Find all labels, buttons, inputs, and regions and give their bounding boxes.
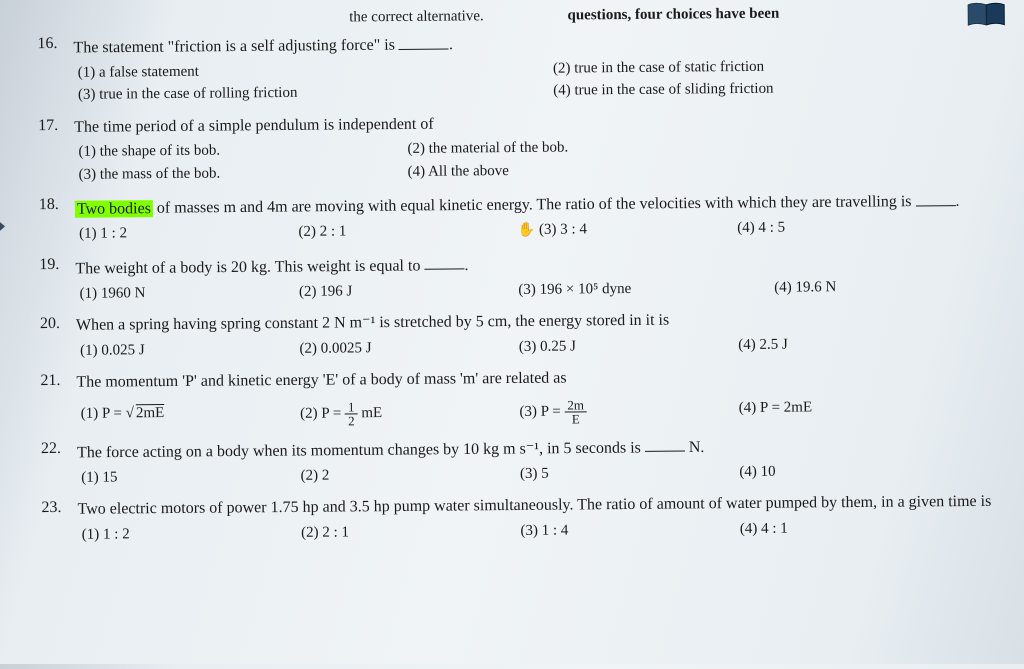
q-number: 19. [39,256,71,274]
q-number: 22. [41,439,73,457]
formula-sqrt: 2mE [134,405,164,421]
question-21: 21. The momentum 'P' and kinetic energy … [40,364,994,430]
option: (2) 0.0025 J [299,336,519,360]
option: (2) 2 : 1 [298,219,518,243]
formula-frac: 12 [345,400,358,427]
q-number: 23. [41,499,73,517]
question-22: 22. The force acting on a body when its … [41,431,995,489]
option: (4) 4 : 1 [740,516,960,540]
question-20: 20. When a spring having spring constant… [40,307,994,362]
option: (4) 2.5 J [738,332,958,356]
option: (3) 196 × 10⁵ dyne [518,277,774,302]
q21-options: (1) P = √2mE (2) P = 12 mE (3) P = 2mE (… [81,394,995,429]
q17-options: (1) the shape of its bob. (2) the materi… [78,133,992,186]
formula-frac: 2mE [564,398,587,425]
option: (1) 1 : 2 [79,221,299,245]
option: (3) P = 2mE [519,397,739,426]
question-23: 23. Two electric motors of power 1.75 hp… [41,491,995,546]
option: (1) the shape of its bob. [78,138,407,163]
option: (4) 4 : 5 [737,215,957,239]
option: (2) 2 [301,463,521,487]
hand-icon: ✋ [518,220,536,241]
option: (2) the material of the bob. [407,137,568,161]
option: (1) 1 : 2 [82,521,302,545]
question-16: 16. The statement "friction is a self ad… [37,27,992,107]
blank-line [915,189,955,207]
option: (4) All the above [408,160,509,183]
header-left: the correct alternative. [349,8,484,25]
option: (3) 0.25 J [519,334,739,358]
blank-line [399,32,449,50]
question-18: 18. Two bodies of masses m and 4m are mo… [39,188,993,246]
option: (3) 5 [520,461,740,485]
option: (4) 19.6 N [774,276,836,299]
option: (1) 15 [81,464,301,488]
q-number: 21. [40,372,72,390]
header-right: questions, four choices have been [567,6,779,24]
page-content: the correct alternative. questions, four… [0,0,1024,566]
option: (3) the mass of the bob. [79,161,408,186]
blank-line [424,252,464,270]
q-number: 17. [38,117,70,135]
option: (4) 10 [739,459,959,483]
highlighted-text: Two bodies [75,200,153,218]
q16-options: (1) a false statement (2) true in the ca… [78,54,992,107]
q-number: 16. [37,35,69,53]
option: (4) true in the case of sliding friction [553,76,992,102]
q-number: 20. [40,315,72,333]
option: (2) P = 12 mE [300,399,520,428]
question-19: 19. The weight of a body is 20 kg. This … [39,248,993,306]
option: (4) P = 2mE [739,395,959,424]
option: (3) true in the case of rolling friction [78,80,517,106]
q-text: The momentum 'P' and kinetic energy 'E' … [76,364,990,394]
option: (1) 1960 N [80,281,300,305]
option: (3) 1 : 4 [520,518,740,542]
question-17: 17. The time period of a simple pendulum… [38,109,993,187]
option: (1) 0.025 J [80,338,300,362]
option: (1) P = √2mE [81,400,301,429]
option: (2) 2 : 1 [301,519,521,543]
header-partial: the correct alternative. questions, four… [137,4,991,28]
option: (2) 196 J [299,279,519,303]
option: ✋ (3) 3 : 4 [518,217,738,241]
blank-line [645,434,685,452]
q-number: 18. [39,196,71,214]
